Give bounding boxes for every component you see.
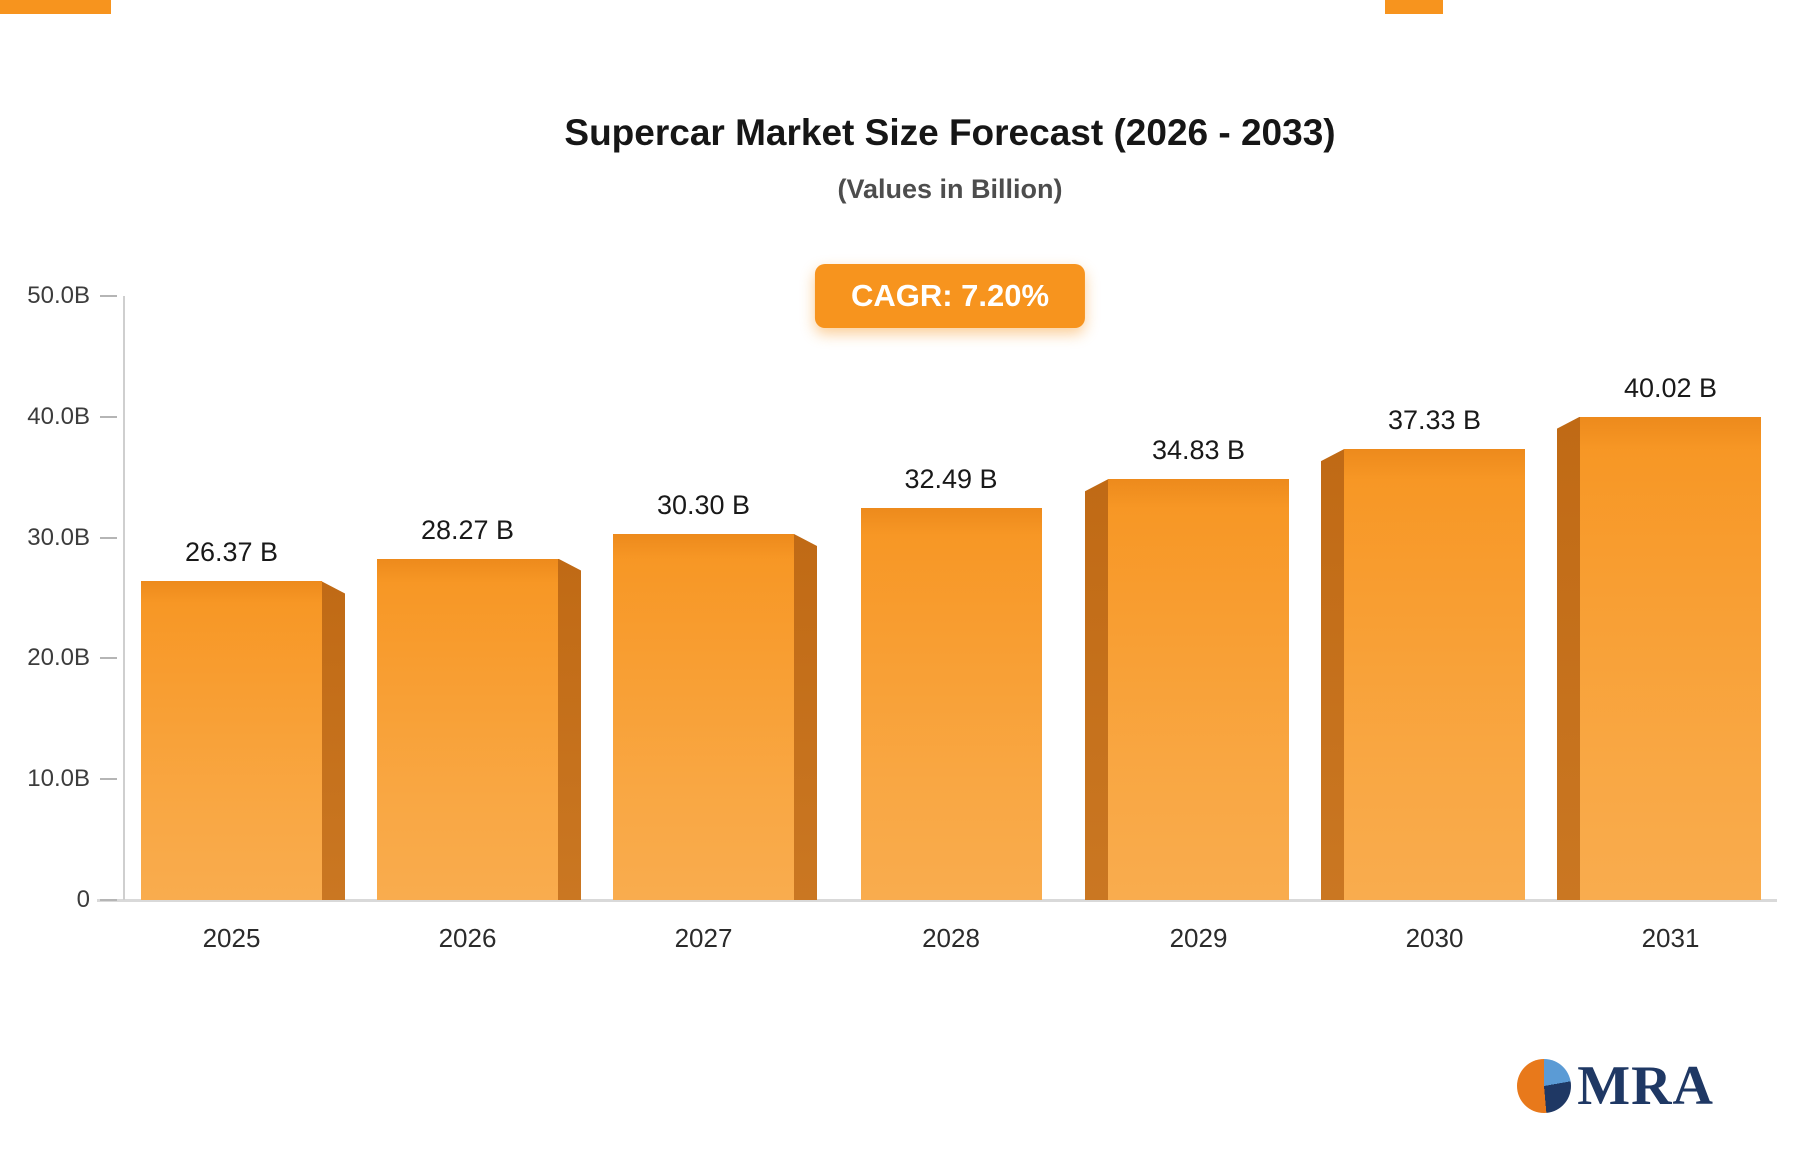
y-tick-label: 20.0B [27, 644, 90, 672]
y-tick: 50.0B [16, 282, 123, 310]
bar-column: 37.33 B 2030 [1305, 296, 1541, 953]
y-tick-mark [100, 295, 117, 297]
x-axis-label: 2025 [202, 923, 261, 953]
bar: 28.27 B 2026 [377, 515, 558, 953]
y-tick-label: 50.0B [27, 282, 90, 309]
bar-side-face [1557, 416, 1580, 900]
bar-side-face [322, 581, 345, 900]
x-axis-label: 2026 [438, 923, 497, 953]
bar-column: 30.30 B 2027 [597, 296, 833, 953]
bar-group: 32.49 B 2028 [860, 464, 1042, 953]
bar-value-label: 37.33 B [1387, 405, 1482, 436]
bar-group: 34.83 B 2029 [1085, 435, 1289, 953]
bar-column: 28.27 B 2026 [361, 296, 597, 953]
chart-title: Supercar Market Size Forecast (2026 - 20… [564, 112, 1336, 153]
x-axis-label: 2031 [1641, 923, 1700, 953]
bar-value-label: 40.02 B [1623, 372, 1718, 403]
x-axis-line [97, 899, 1777, 902]
chart-subtitle: (Values in Billion) [837, 174, 1063, 204]
bar-column: 34.83 B 2029 [1069, 296, 1305, 953]
bar-value-label: 26.37 B [184, 537, 279, 568]
x-axis-label: 2029 [1169, 923, 1228, 953]
y-tick-mark [100, 657, 117, 660]
y-tick: 20.0B [16, 644, 123, 672]
bar-value-label: 34.83 B [1151, 435, 1246, 466]
bar-group: 28.27 B 2026 [377, 515, 581, 953]
bar-value-label: 32.49 B [904, 463, 998, 494]
bar-group: 30.30 B 2027 [613, 490, 817, 953]
bar-side-face [1321, 449, 1344, 900]
y-tick: 10.0B [16, 765, 123, 793]
y-tick-label: 10.0B [27, 765, 90, 793]
bar: 34.83 B 2029 [1108, 435, 1289, 953]
x-axis-label: 2030 [1405, 923, 1464, 953]
y-tick-label: 30.0B [27, 523, 90, 551]
bar-side-face [558, 558, 581, 900]
x-axis-label: 2027 [674, 923, 733, 953]
bar-column: 32.49 B 2028 [833, 296, 1069, 953]
bar-column: 26.37 B 2025 [125, 296, 361, 953]
bar: 40.02 B 2031 [1580, 373, 1761, 953]
y-tick-label: 0 [76, 886, 90, 913]
bar-group: 37.33 B 2030 [1321, 405, 1525, 953]
y-tick-mark [100, 899, 117, 901]
bars-container: 26.37 B 2025 28.27 B 2026 30.30 B 2027 32.49 B… [125, 296, 1777, 953]
logo-pie-icon [1517, 1059, 1572, 1113]
bar: 30.30 B 2027 [613, 490, 794, 953]
y-tick-mark [100, 415, 117, 418]
bar-group: 26.37 B 2025 [141, 537, 345, 953]
y-tick-label: 40.0B [27, 402, 90, 430]
y-axis-line [123, 296, 125, 900]
y-tick-mark [100, 536, 117, 539]
y-tick: 40.0B [16, 403, 123, 431]
bar-side-face [1085, 479, 1108, 900]
top-right-accent-bar [1385, 0, 1443, 14]
y-tick: 30.0B [16, 524, 123, 552]
bar: 37.33 B 2030 [1344, 405, 1525, 953]
bar-side-face [794, 533, 817, 900]
bar-value-label: 28.27 B [420, 514, 515, 545]
cagr-badge: CAGR: 7.20% [814, 264, 1086, 328]
bar: 26.37 B 2025 [141, 537, 322, 953]
y-tick: 0 [16, 886, 123, 914]
bar: 32.49 B 2028 [860, 464, 1042, 953]
logo: MRA [1517, 1058, 1714, 1114]
bar-column: 40.02 B 2031 [1541, 296, 1777, 953]
bar-group: 40.02 B 2031 [1557, 373, 1761, 953]
plot-area: 0 10.0B 20.0B 30.0B 40.0B 50.0B 26.37 B 2025 28… [27, 282, 1777, 953]
bar-value-label: 30.30 B [656, 489, 751, 520]
top-left-accent-bar [0, 0, 111, 14]
logo-text: MRA [1577, 1055, 1714, 1117]
x-axis-label: 2028 [922, 923, 980, 953]
y-tick-mark [100, 778, 117, 781]
